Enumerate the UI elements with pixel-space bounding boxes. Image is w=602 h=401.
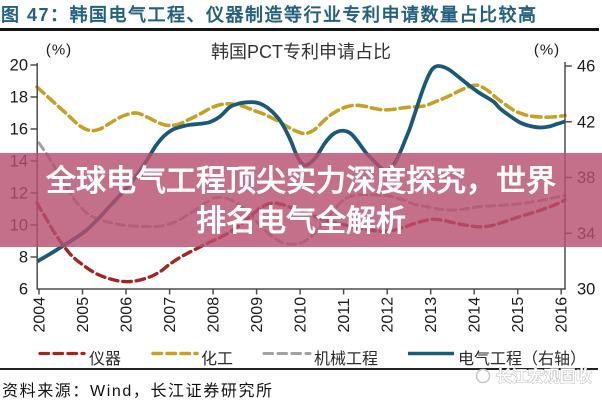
svg-text:(%): (%) xyxy=(534,42,560,59)
svg-text:长江宏观固收: 长江宏观固收 xyxy=(496,367,592,386)
svg-text:2010: 2010 xyxy=(293,297,310,333)
svg-text:16: 16 xyxy=(10,121,28,139)
svg-text:2012: 2012 xyxy=(380,297,397,333)
svg-text:2016: 2016 xyxy=(554,297,571,333)
svg-text:2014: 2014 xyxy=(467,297,484,333)
svg-text:2008: 2008 xyxy=(206,297,223,333)
svg-text:2005: 2005 xyxy=(75,297,92,333)
svg-text:2013: 2013 xyxy=(423,297,440,333)
svg-text:2006: 2006 xyxy=(119,297,136,333)
svg-text:18: 18 xyxy=(10,89,28,107)
svg-text:2015: 2015 xyxy=(510,297,527,333)
svg-text:42: 42 xyxy=(577,113,595,131)
svg-text:(%): (%) xyxy=(46,42,72,59)
svg-text:2009: 2009 xyxy=(249,297,266,333)
svg-text:2011: 2011 xyxy=(336,298,353,333)
svg-text:8: 8 xyxy=(19,249,28,267)
svg-text:2007: 2007 xyxy=(162,297,179,333)
svg-text:30: 30 xyxy=(577,281,595,299)
svg-text:20: 20 xyxy=(10,57,28,75)
svg-text:46: 46 xyxy=(577,58,595,76)
svg-text:2004: 2004 xyxy=(32,297,49,333)
svg-text:6: 6 xyxy=(19,281,28,299)
